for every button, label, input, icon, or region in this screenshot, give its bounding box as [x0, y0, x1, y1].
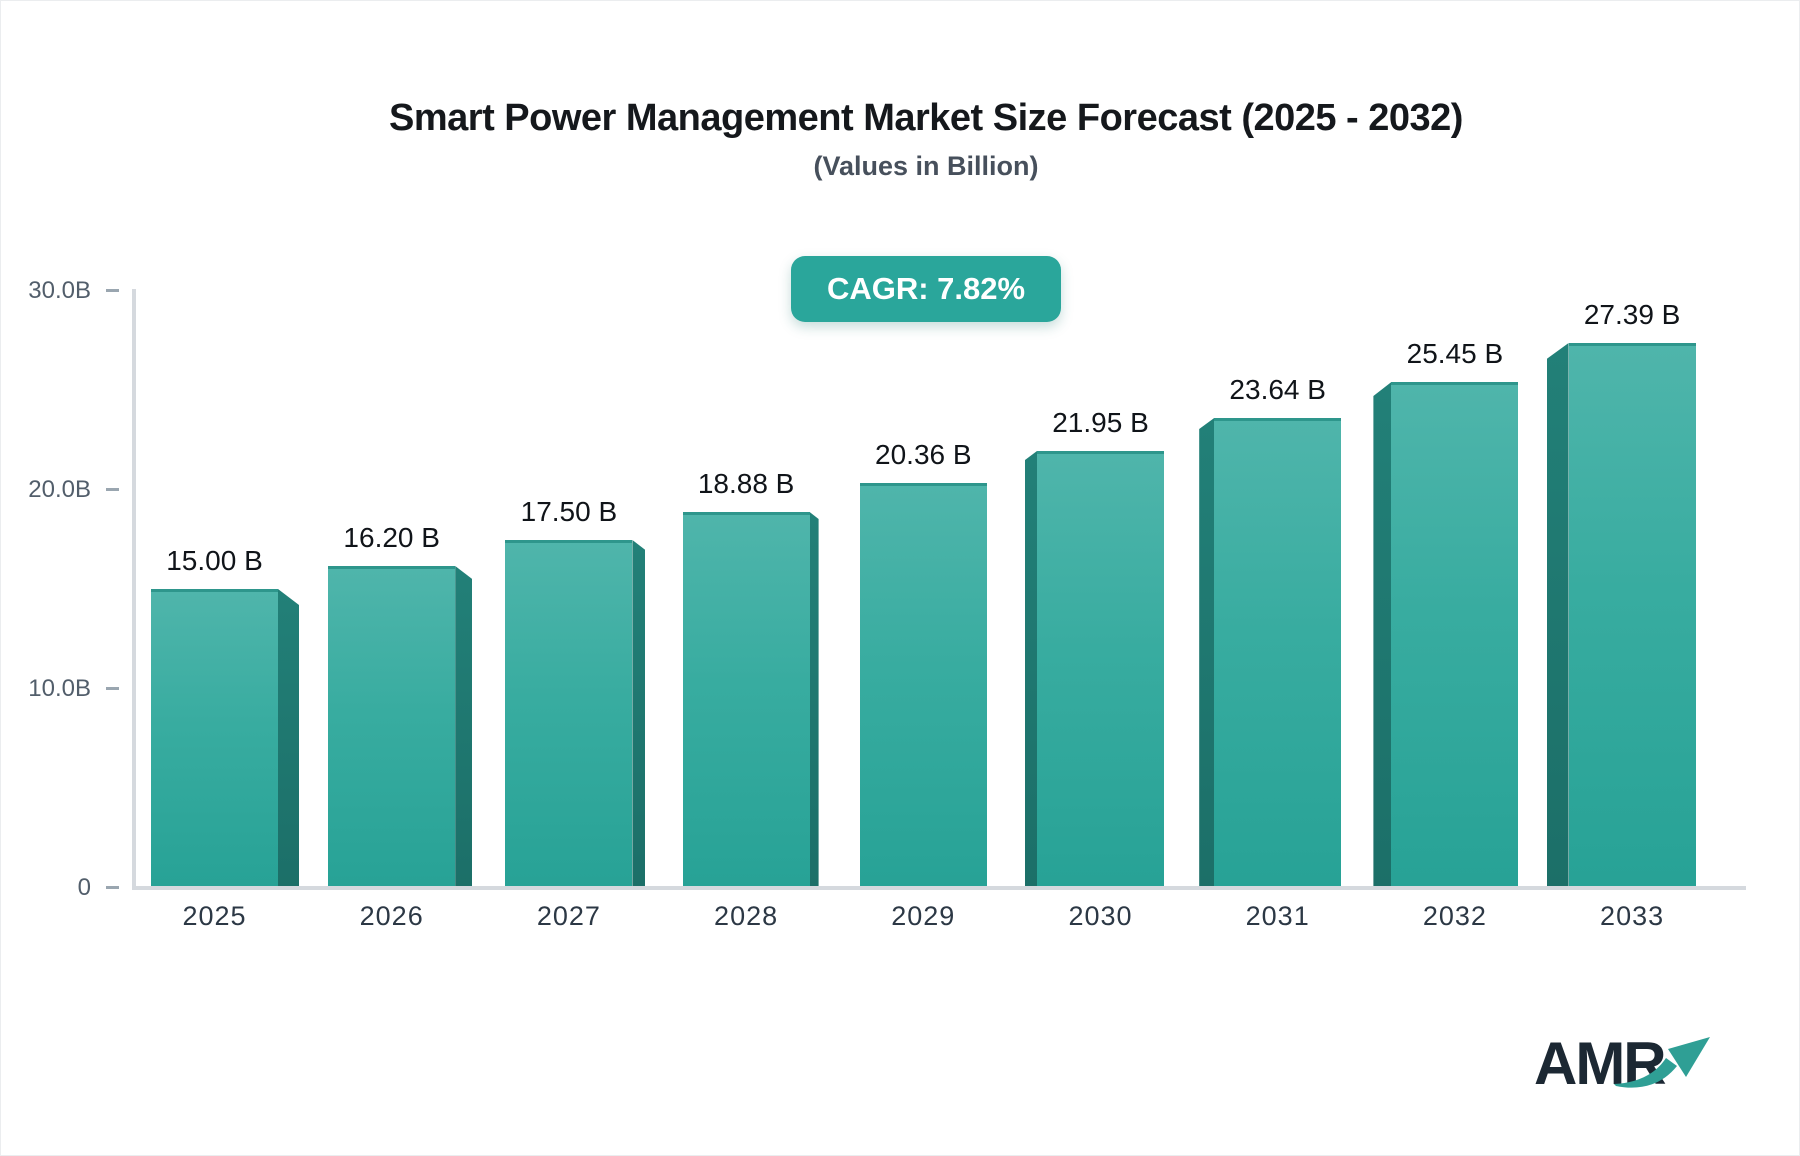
bar-value-label-2032: 25.45 B — [1406, 338, 1504, 369]
y-axis-line — [132, 289, 136, 890]
bar-2033[interactable] — [1568, 343, 1696, 888]
cagr-badge-label: CAGR: 7.82% — [826, 271, 1026, 306]
bar-value-label-2026: 16.20 B — [343, 522, 440, 553]
bar-2031[interactable] — [1214, 418, 1342, 888]
x-axis-label-2032: 2032 — [1422, 901, 1487, 931]
bar-3d-side-2031 — [1199, 418, 1215, 888]
trending-up-arrow-icon — [1614, 1037, 1710, 1088]
x-axis-label-2031: 2031 — [1245, 901, 1310, 931]
y-tick-label: 20.0B — [28, 476, 91, 503]
y-tick-label: 0 — [77, 874, 91, 901]
x-axis-label-2029: 2029 — [891, 901, 956, 931]
bar-3d-side-2030 — [1025, 451, 1037, 888]
y-tick-mark — [106, 289, 119, 292]
bar-2030[interactable] — [1037, 451, 1164, 888]
y-tick-mark — [106, 886, 119, 889]
y-tick-label: 10.0B — [28, 675, 91, 702]
chart-title: Smart Power Management Market Size Forec… — [389, 97, 1463, 139]
x-axis-baseline — [132, 886, 1746, 890]
bar-value-label-2031: 23.64 B — [1229, 374, 1326, 405]
bar-value-label-2027: 17.50 B — [520, 496, 618, 527]
y-tick-mark — [106, 687, 119, 690]
bar-3d-side-2028 — [809, 512, 819, 888]
bar-2025[interactable] — [151, 589, 278, 888]
bar-2027[interactable] — [505, 540, 633, 888]
bar-3d-side-2025 — [278, 589, 299, 888]
bar-2026[interactable] — [328, 566, 456, 888]
bar-value-label-2025: 15.00 B — [166, 545, 263, 576]
amr-logo: AMR — [1534, 1029, 1734, 1109]
x-axis-label-2027: 2027 — [536, 901, 601, 931]
bar-3d-side-2032 — [1373, 382, 1392, 888]
chart-subtitle: (Values in Billion) — [813, 151, 1039, 181]
x-axis-label-2025: 2025 — [182, 901, 247, 931]
bar-2032[interactable] — [1391, 382, 1519, 888]
x-axis-label-2030: 2030 — [1068, 901, 1133, 931]
bar-3d-side-2033 — [1546, 343, 1569, 888]
x-axis-label-2026: 2026 — [359, 901, 424, 931]
bar-3d-side-2026 — [455, 566, 473, 888]
y-tick-mark — [106, 488, 119, 491]
x-axis-label-2033: 2033 — [1600, 901, 1665, 931]
y-tick-label: 30.0B — [28, 277, 91, 304]
bar-value-label-2028: 18.88 B — [697, 468, 795, 499]
x-axis-label-2028: 2028 — [714, 901, 779, 931]
bar-value-label-2029: 20.36 B — [875, 439, 972, 470]
cagr-badge: CAGR: 7.82% — [791, 256, 1061, 322]
bar-2028[interactable] — [682, 512, 810, 888]
bar-2029[interactable] — [859, 483, 987, 888]
bar-value-label-2033: 27.39 B — [1583, 299, 1681, 330]
bar-3d-side-2027 — [632, 540, 646, 888]
bar-value-label-2030: 21.95 B — [1052, 407, 1149, 438]
